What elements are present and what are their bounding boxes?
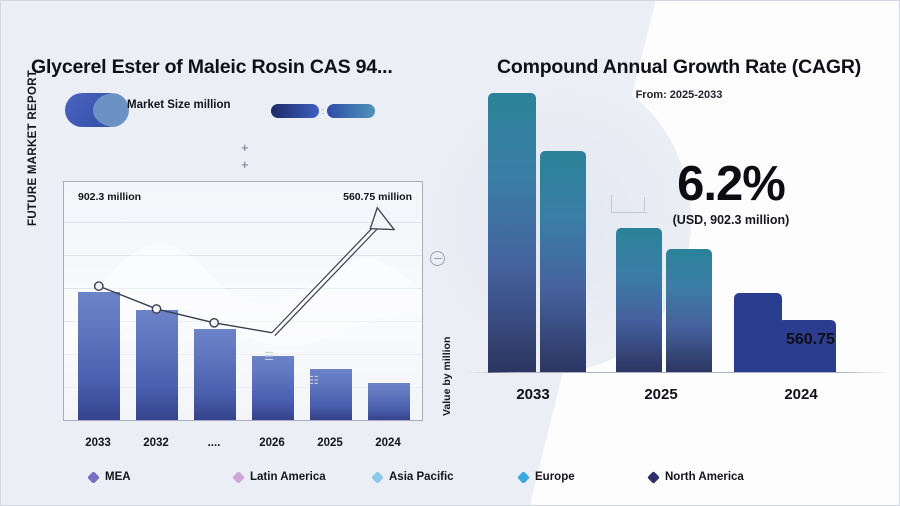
legend-marker-icon-mea [87,470,100,484]
circle-minus-icon [430,251,445,266]
page-title: Glycerel Ester of Maleic Rosin CAS 94... [31,56,393,78]
cagr-x-label-2033: 2033 [516,386,550,403]
x-axis-labels: 2033 2032 .... 2026 2025 2024 [63,425,423,449]
cagr-value: 6.2% [677,157,786,211]
pill-icon-secondary [327,103,375,118]
cagr-bar-2033-a [488,93,536,373]
cagr-usd-note: (USD, 902.3 million) [672,213,790,227]
legend-item-north-america: North America [647,470,744,484]
faint-doc-icon-2: ☷ [309,375,319,387]
x-label-2: .... [207,437,221,449]
bar-2026 [252,356,294,420]
market-size-capsule-icon [65,93,129,127]
legend-label-north-america: North America [665,471,744,483]
gridline [64,288,422,289]
cagr-x-label-2025: 2025 [644,386,678,403]
gridline [64,255,422,256]
legend-label-latin-america: Latin America [250,471,326,483]
right-axis-title: Value by million [441,336,453,416]
trend-line-series [93,206,396,337]
legend-marker-icon-north-america [647,470,660,484]
value-label-right: 560.75 million [343,191,412,203]
bar-2025 [310,369,352,420]
legend-marker-icon-latin-america [232,470,245,484]
legend-item-latin-america: Latin America [232,470,326,484]
x-label-5: 2024 [375,437,401,449]
plus-icon-1: + [241,140,249,155]
right-panel: Compound Annual Growth Rate (CAGR) From:… [456,1,899,505]
pill-separator: : [321,105,325,116]
legend-item-mea: MEA [87,470,131,484]
cagr-x-label-2024: 2024 [784,386,818,403]
cagr-subtitle: From: 2025-2033 [635,89,723,101]
bar-series [64,182,422,420]
mini-bracket-tick-icon [644,197,646,211]
cagr-bar-chart: 560.75 2033 2025 2024 [456,1,899,461]
x-label-3: 2026 [259,437,285,449]
gridline [64,321,422,322]
capsule-right-half [93,93,129,127]
market-size-label: Market Size million [127,99,231,111]
cagr-title: Compound Annual Growth Rate (CAGR) [496,56,862,78]
bar-dots [194,329,236,420]
gridline [64,387,422,388]
x-label-1: 2032 [143,437,169,449]
legend-label-asia-pacific: Asia Pacific [389,471,454,483]
left-panel: Glycerel Ester of Maleic Rosin CAS 94...… [1,1,456,505]
legend-marker-icon-europe [517,470,530,484]
chart-baseline [466,371,891,373]
y-axis-title: FUTURE MARKET REPORT [27,69,39,226]
mini-bracket-icon [611,195,647,213]
cagr-bar-2025-b [666,249,712,373]
legend-marker-icon-asia-pacific [371,470,384,484]
pill-legend-group: : [271,102,375,120]
x-label-4: 2025 [317,437,343,449]
cagr-bar-2024-b [778,320,836,373]
legend: MEA Latin America Asia Pacific Europe No… [1,457,899,505]
bar-2024 [368,383,410,420]
gridline [64,222,422,223]
plus-icon-2: + [241,157,249,172]
faint-doc-icon-1: ☰ [264,351,274,363]
cagr-bar-2024-a [734,293,782,373]
pill-icon-primary [271,103,319,118]
left-chart-plot: 902.3 million 560.75 million ☰ ☷ [63,181,423,421]
cagr-bar-2033-b [540,151,586,373]
cagr-data-label-2024: 560.75 [786,331,835,348]
plus-marks: + + [241,139,249,173]
x-label-0: 2033 [85,437,111,449]
legend-label-mea: MEA [105,471,131,483]
legend-item-asia-pacific: Asia Pacific [371,470,454,484]
bar-2032 [136,310,178,420]
legend-label-europe: Europe [535,471,575,483]
value-label-left: 902.3 million [78,191,142,203]
bar-2033 [78,292,120,420]
legend-item-europe: Europe [517,470,575,484]
cagr-bar-2025-a [616,228,662,373]
gridline [64,354,422,355]
